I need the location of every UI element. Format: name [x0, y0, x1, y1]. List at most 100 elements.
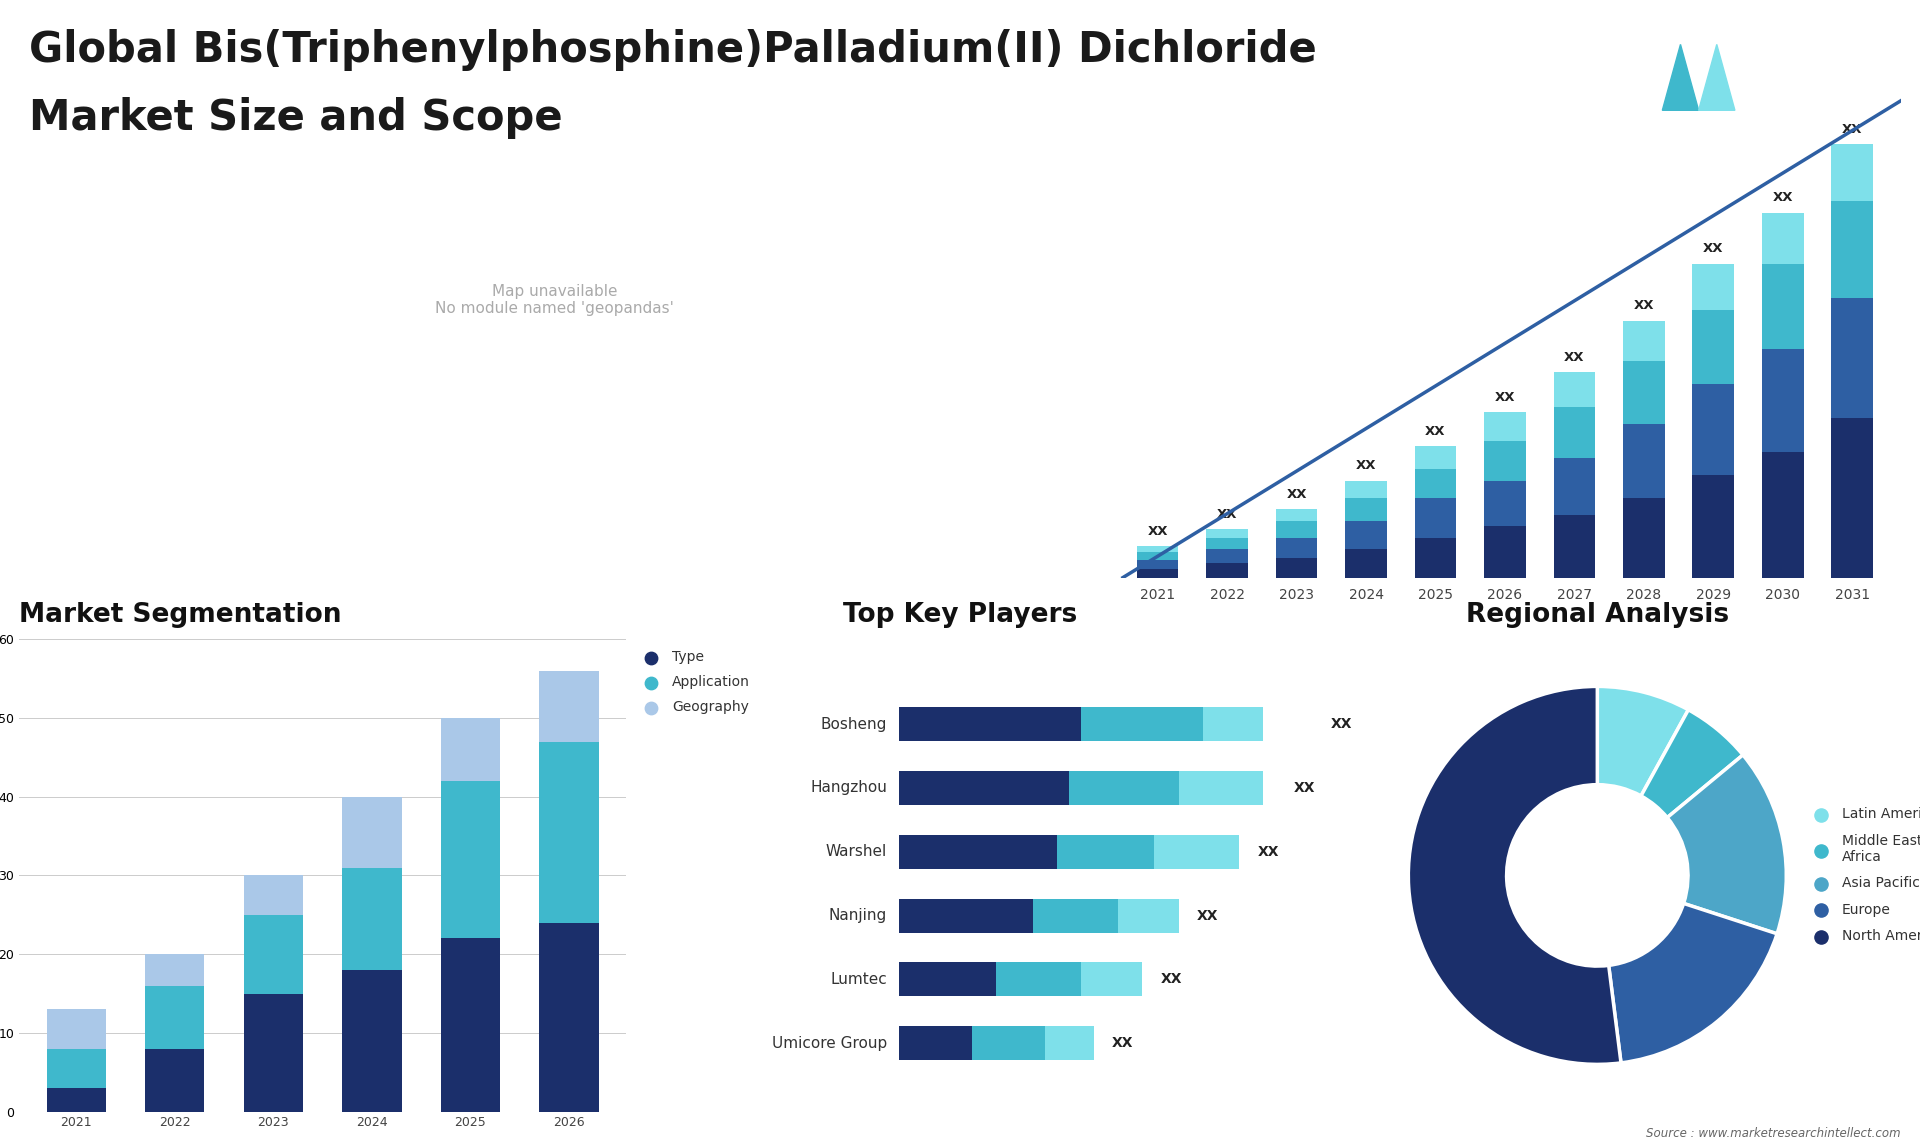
Bar [1415, 497, 1455, 537]
Text: XX: XX [1148, 525, 1167, 537]
Text: XX: XX [1425, 425, 1446, 438]
Bar [899, 898, 1033, 933]
Bar [1832, 298, 1874, 418]
Bar [972, 1026, 1044, 1060]
Bar [540, 670, 599, 741]
Bar [1415, 447, 1455, 469]
Bar [1058, 834, 1154, 869]
Bar [1117, 898, 1179, 933]
Bar [1275, 520, 1317, 537]
Bar [46, 1010, 106, 1049]
Bar [540, 923, 599, 1112]
Text: XX: XX [1565, 351, 1584, 363]
Bar [1832, 202, 1874, 298]
Bar [1346, 549, 1386, 578]
Wedge shape [1642, 709, 1743, 817]
Bar [1206, 549, 1248, 564]
Bar [342, 970, 401, 1112]
Text: INTELLECT: INTELLECT [1791, 96, 1855, 107]
Bar [1553, 457, 1596, 515]
Bar [996, 963, 1081, 996]
Bar [1415, 469, 1455, 497]
Bar [1154, 834, 1238, 869]
Bar [899, 707, 1081, 741]
Bar [1346, 480, 1386, 497]
Text: XX: XX [1494, 391, 1515, 403]
Text: XX: XX [1217, 508, 1236, 520]
Bar [244, 994, 303, 1112]
Bar [1484, 441, 1526, 480]
Bar [1763, 213, 1803, 264]
Circle shape [1507, 785, 1688, 966]
Text: Market Segmentation: Market Segmentation [19, 603, 342, 628]
Wedge shape [1409, 686, 1620, 1065]
Bar [244, 915, 303, 994]
Bar [1763, 453, 1803, 578]
Text: XX: XX [1703, 243, 1724, 256]
Bar [1137, 552, 1179, 560]
Bar [342, 796, 401, 868]
Text: Nanjing: Nanjing [829, 908, 887, 923]
Text: RESEARCH: RESEARCH [1791, 72, 1855, 83]
Bar [342, 868, 401, 970]
Bar [1622, 424, 1665, 497]
Text: Lumtec: Lumtec [831, 972, 887, 987]
Bar [1275, 558, 1317, 578]
Bar [1081, 707, 1202, 741]
Bar [1415, 537, 1455, 578]
Text: Map unavailable
No module named 'geopandas': Map unavailable No module named 'geopand… [436, 284, 674, 316]
Bar [540, 741, 599, 923]
Text: XX: XX [1356, 460, 1377, 472]
Bar [1692, 474, 1734, 578]
Bar [1137, 560, 1179, 568]
Bar [1275, 509, 1317, 520]
Bar [1033, 898, 1117, 933]
Bar [1763, 350, 1803, 453]
Text: XX: XX [1331, 717, 1352, 731]
Bar [899, 963, 996, 996]
Bar [1692, 264, 1734, 309]
Bar [1484, 413, 1526, 441]
Bar [146, 1049, 204, 1112]
Wedge shape [1609, 903, 1778, 1062]
Bar [899, 1026, 972, 1060]
Text: XX: XX [1294, 780, 1315, 795]
Bar [899, 834, 1058, 869]
Text: Warshel: Warshel [826, 845, 887, 860]
Bar [442, 717, 499, 780]
Bar [1346, 497, 1386, 520]
Bar [1622, 321, 1665, 361]
Bar [1275, 537, 1317, 558]
Text: Global Bis(Triphenylphosphine)Palladium(II) Dichloride: Global Bis(Triphenylphosphine)Palladium(… [29, 29, 1317, 71]
Text: XX: XX [1286, 487, 1308, 501]
Text: XX: XX [1196, 909, 1217, 923]
Bar [146, 986, 204, 1049]
Wedge shape [1667, 755, 1786, 934]
Bar [1484, 526, 1526, 578]
Text: XX: XX [1841, 123, 1862, 135]
Text: Hangzhou: Hangzhou [810, 780, 887, 795]
Bar [1692, 384, 1734, 474]
Bar [1622, 497, 1665, 578]
Bar [1484, 480, 1526, 526]
Polygon shape [1663, 45, 1699, 110]
Bar [1202, 707, 1311, 741]
Bar [146, 955, 204, 986]
Bar [1553, 372, 1596, 407]
Bar [1553, 515, 1596, 578]
Legend: Type, Application, Geography: Type, Application, Geography [634, 646, 755, 719]
Title: Top Key Players: Top Key Players [843, 603, 1077, 628]
Bar [1692, 309, 1734, 384]
Bar [1081, 963, 1142, 996]
Bar [442, 780, 499, 939]
Bar [1179, 771, 1275, 804]
Title: Regional Analysis: Regional Analysis [1465, 603, 1728, 628]
Text: XX: XX [1160, 972, 1183, 987]
Bar [1206, 537, 1248, 549]
Bar [1044, 1026, 1094, 1060]
Bar [1763, 264, 1803, 350]
Bar [1137, 547, 1179, 552]
Text: XX: XX [1772, 191, 1793, 204]
Bar [1137, 568, 1179, 578]
Bar [1832, 144, 1874, 202]
